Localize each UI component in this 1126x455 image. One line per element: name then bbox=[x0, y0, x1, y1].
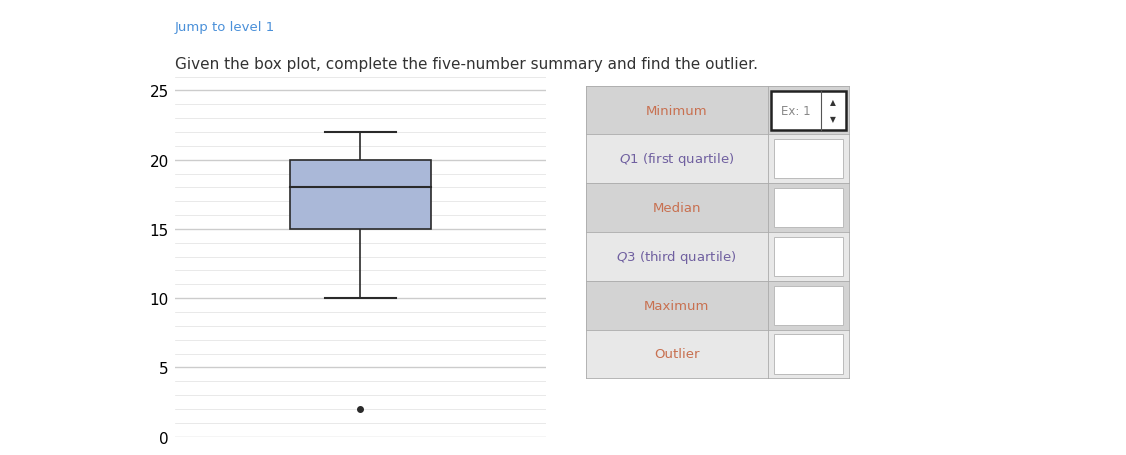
Text: Jump to level 1: Jump to level 1 bbox=[175, 20, 275, 34]
Text: Maximum: Maximum bbox=[644, 299, 709, 312]
Text: $\mathit{Q}$3 (third quartile): $\mathit{Q}$3 (third quartile) bbox=[616, 248, 738, 265]
Text: Minimum: Minimum bbox=[646, 104, 707, 117]
Bar bbox=[289, 160, 431, 229]
Text: Ex: 1: Ex: 1 bbox=[781, 104, 811, 117]
Text: ▲: ▲ bbox=[830, 97, 835, 106]
Text: Given the box plot, complete the five-number summary and find the outlier.: Given the box plot, complete the five-nu… bbox=[175, 57, 758, 72]
Text: $\mathit{Q}$1 (first quartile): $\mathit{Q}$1 (first quartile) bbox=[619, 151, 734, 168]
Bar bbox=[775, 286, 842, 325]
Bar bbox=[771, 91, 846, 130]
Text: Median: Median bbox=[652, 202, 701, 215]
Text: ▼: ▼ bbox=[830, 115, 835, 124]
Bar bbox=[775, 140, 842, 179]
Bar bbox=[775, 238, 842, 276]
Bar bbox=[775, 335, 842, 374]
Text: Outlier: Outlier bbox=[654, 348, 699, 361]
Bar bbox=[775, 189, 842, 228]
